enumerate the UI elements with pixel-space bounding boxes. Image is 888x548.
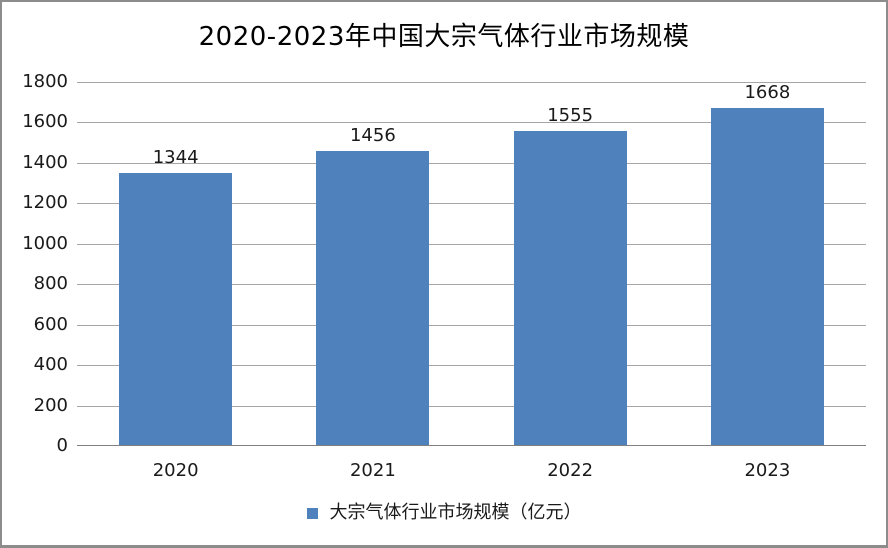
chart-title: 2020-2023年中国大宗气体行业市场规模 [198,22,690,52]
x-tick-label-2023: 2023 [744,460,791,481]
y-tick-label: 1400 [22,151,68,173]
bar-2023 [710,107,824,445]
plot-area: 1344 1456 1555 1668 [77,82,866,446]
legend-label: 大宗气体行业市场规模（亿元） [329,502,582,523]
gridline [77,324,866,326]
value-label-2022: 1555 [547,104,594,126]
legend: 大宗气体行业市场规模（亿元） [2,502,886,524]
gridline [77,243,866,245]
value-label-2020: 1344 [152,147,199,169]
x-tick-label-2021: 2021 [349,460,396,481]
x-axis-line [77,445,866,446]
y-tick-label: 800 [33,273,68,295]
y-tick-label: 600 [33,313,68,335]
bar-2022 [513,130,627,445]
bar-2021 [316,150,430,445]
gridline [77,405,866,407]
y-tick-label: 1000 [22,232,68,254]
x-tick-label-2022: 2022 [547,460,594,481]
y-tick-label: 1800 [22,71,68,92]
gridline [77,162,866,164]
y-tick-label: 0 [56,435,68,456]
y-tick-label: 200 [33,394,68,416]
value-label-2023: 1668 [744,81,791,103]
legend-square-marker-icon [306,507,318,519]
x-tick-label-2020: 2020 [152,460,199,481]
gridline [77,203,866,205]
y-tick-label: 400 [33,354,68,376]
bar-2020 [119,173,233,445]
value-label-2021: 1456 [349,124,396,146]
y-tick-label: 1600 [22,111,68,133]
gridline [77,284,866,286]
gridline [77,82,866,83]
gridline [77,365,866,367]
gridline [77,122,866,124]
y-tick-label: 1200 [22,192,68,214]
